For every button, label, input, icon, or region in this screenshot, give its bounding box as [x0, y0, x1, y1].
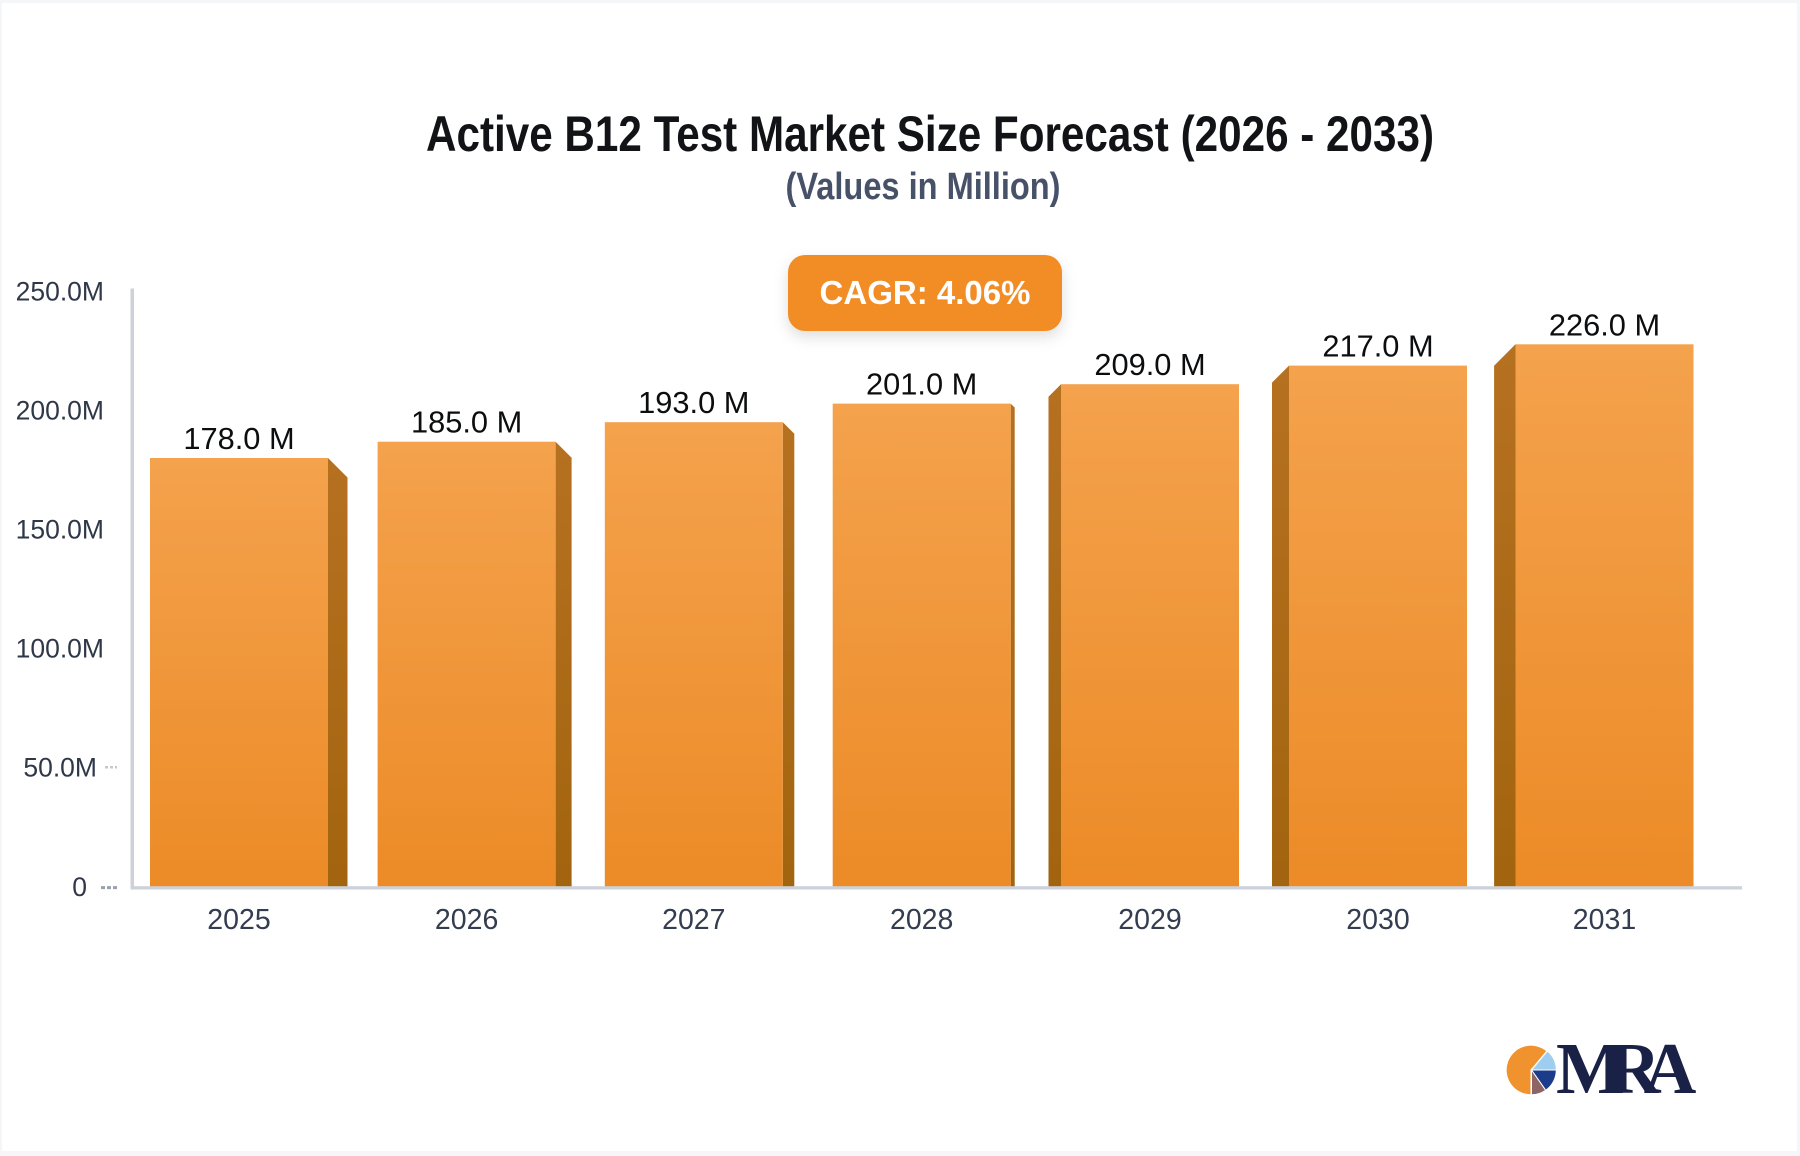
svg-text:217.0 M: 217.0 M	[1322, 329, 1433, 364]
svg-text:209.0 M: 209.0 M	[1094, 347, 1205, 382]
svg-text:178.0 M: 178.0 M	[183, 421, 294, 456]
svg-text:193.0 M: 193.0 M	[638, 385, 749, 420]
svg-text:50.0M: 50.0M	[23, 753, 97, 783]
svg-text:250.0M: 250.0M	[16, 276, 104, 306]
svg-text:201.0 M: 201.0 M	[866, 367, 977, 402]
svg-text:100.0M: 100.0M	[16, 634, 104, 664]
svg-text:2030: 2030	[1346, 904, 1409, 936]
svg-text:185.0 M: 185.0 M	[411, 405, 522, 440]
svg-text:226.0 M: 226.0 M	[1549, 307, 1660, 342]
svg-text:150.0M: 150.0M	[16, 515, 104, 545]
svg-text:Active B12 Test Market Size Fo: Active B12 Test Market Size Forecast (20…	[426, 106, 1434, 162]
svg-text:2027: 2027	[662, 904, 725, 936]
svg-text:2031: 2031	[1573, 904, 1636, 936]
svg-text:MRA: MRA	[1556, 1028, 1697, 1109]
svg-text:(Values in Million): (Values in Million)	[786, 166, 1061, 208]
svg-text:200.0M: 200.0M	[16, 396, 104, 426]
svg-text:2025: 2025	[207, 904, 270, 936]
svg-text:2028: 2028	[890, 904, 953, 936]
svg-text:2029: 2029	[1118, 904, 1181, 936]
svg-text:CAGR: 4.06%: CAGR: 4.06%	[820, 274, 1031, 311]
svg-text:2026: 2026	[435, 904, 498, 936]
svg-text:0: 0	[72, 872, 87, 902]
